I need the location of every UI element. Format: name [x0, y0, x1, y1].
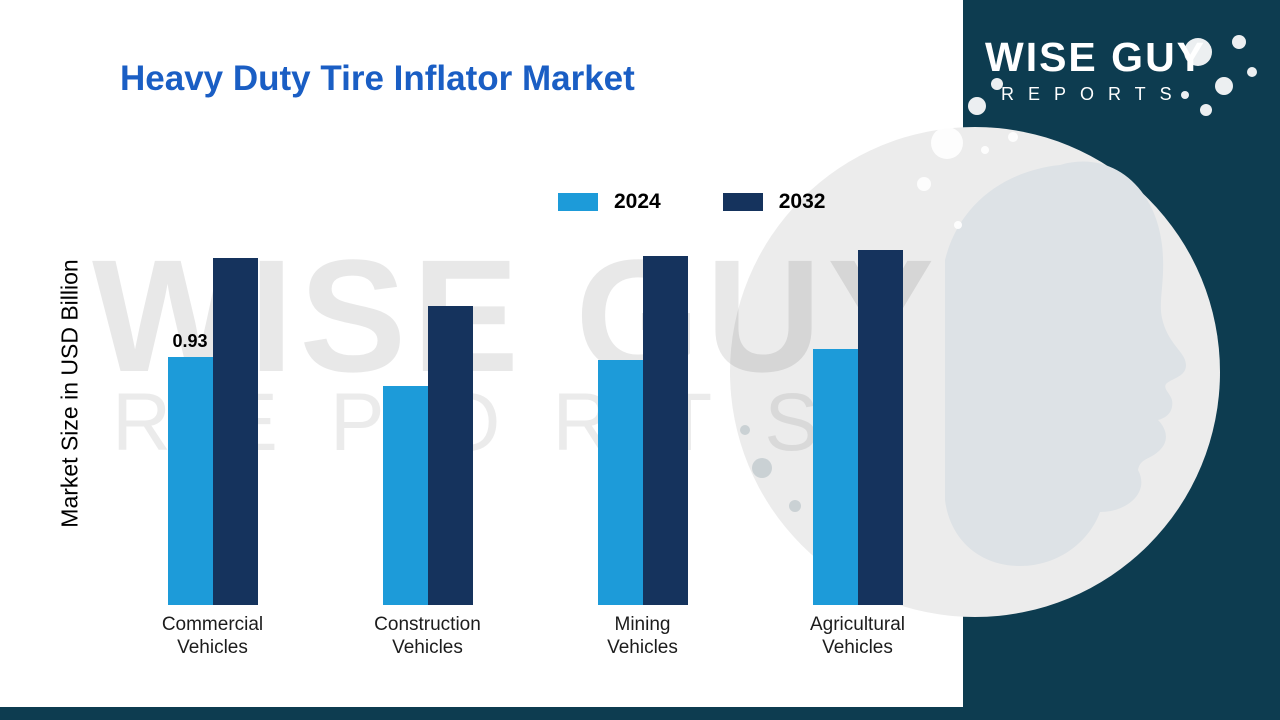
chart-plot-area: 0.93 — [105, 205, 965, 605]
bar-2024-agricultural-vehicles — [812, 349, 858, 605]
category-label: Agricultural Vehicles — [809, 614, 906, 658]
brand-panel — [963, 0, 1280, 720]
logo-wordmark: WISE GUY — [985, 34, 1207, 80]
bar-2032-construction-vehicles — [427, 306, 473, 605]
bar-2024-commercial-vehicles — [167, 357, 213, 605]
category-label: Mining Vehicles — [607, 614, 678, 658]
legend-item-2024: 2024 — [558, 190, 661, 214]
legend-label: 2024 — [614, 190, 661, 213]
bar-group — [535, 205, 750, 605]
category-label: Commercial Vehicles — [161, 614, 264, 658]
bar-2024-construction-vehicles — [382, 386, 428, 605]
category-label: Construction Vehicles — [374, 614, 481, 658]
bottom-bar — [0, 707, 1280, 720]
legend-swatch — [558, 193, 598, 211]
bar-2032-agricultural-vehicles — [857, 250, 903, 605]
bar-group — [750, 205, 965, 605]
bar-value-label: 0.93 — [172, 331, 208, 351]
y-axis-label: Market Size in USD Billion — [56, 259, 83, 528]
page-title: Heavy Duty Tire Inflator Market — [120, 59, 635, 99]
logo-subtitle: REPORTS — [1001, 84, 1186, 104]
bar-group: 0.93 — [105, 205, 320, 605]
bar-2024-mining-vehicles — [597, 360, 643, 605]
bar-group — [320, 205, 535, 605]
bar-2032-mining-vehicles — [642, 256, 688, 605]
category-row: Commercial Vehicles Construction Vehicles… — [105, 613, 965, 659]
brand-logo: WISE GUY REPORTS — [985, 34, 1206, 105]
bar-2032-commercial-vehicles — [212, 258, 258, 605]
